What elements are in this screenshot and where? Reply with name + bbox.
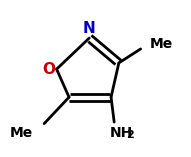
Text: Me: Me	[150, 37, 173, 51]
Text: 2: 2	[126, 130, 134, 140]
Text: O: O	[42, 62, 55, 77]
Text: Me: Me	[10, 126, 33, 140]
Text: NH: NH	[109, 126, 133, 140]
Text: N: N	[83, 22, 96, 36]
